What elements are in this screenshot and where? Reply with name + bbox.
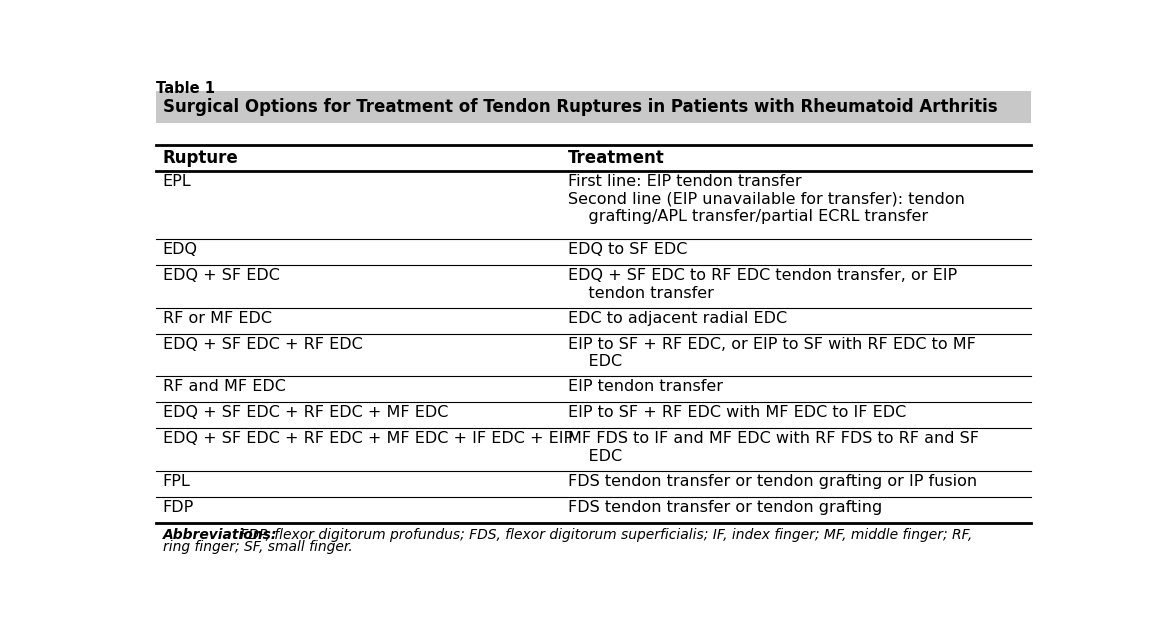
Text: EDQ + SF EDC + RF EDC: EDQ + SF EDC + RF EDC <box>162 337 362 352</box>
Text: Abbreviations:: Abbreviations: <box>162 527 277 542</box>
Text: EPL: EPL <box>162 175 191 189</box>
Text: FDS tendon transfer or tendon grafting: FDS tendon transfer or tendon grafting <box>569 500 882 515</box>
Text: First line: EIP tendon transfer
Second line (EIP unavailable for transfer): tend: First line: EIP tendon transfer Second l… <box>569 175 966 224</box>
Text: RF or MF EDC: RF or MF EDC <box>162 310 272 326</box>
Text: Rupture: Rupture <box>162 149 239 167</box>
Text: Surgical Options for Treatment of Tendon Ruptures in Patients with Rheumatoid Ar: Surgical Options for Treatment of Tendon… <box>162 99 997 117</box>
Bar <box>155 91 1032 124</box>
Text: EDQ + SF EDC: EDQ + SF EDC <box>162 269 279 283</box>
Text: EIP to SF + RF EDC with MF EDC to IF EDC: EIP to SF + RF EDC with MF EDC to IF EDC <box>569 405 907 421</box>
Text: Treatment: Treatment <box>569 149 665 167</box>
Text: FDP: FDP <box>162 500 193 515</box>
Text: EIP to SF + RF EDC, or EIP to SF with RF EDC to MF
    EDC: EIP to SF + RF EDC, or EIP to SF with RF… <box>569 337 976 369</box>
Text: RF and MF EDC: RF and MF EDC <box>162 379 286 394</box>
Text: ring finger; SF, small finger.: ring finger; SF, small finger. <box>162 540 352 554</box>
Text: MF FDS to IF and MF EDC with RF FDS to RF and SF
    EDC: MF FDS to IF and MF EDC with RF FDS to R… <box>569 431 980 464</box>
Text: EDQ + SF EDC to RF EDC tendon transfer, or EIP
    tendon transfer: EDQ + SF EDC to RF EDC tendon transfer, … <box>569 269 958 301</box>
Text: EDQ + SF EDC + RF EDC + MF EDC + IF EDC + EIP: EDQ + SF EDC + RF EDC + MF EDC + IF EDC … <box>162 431 573 446</box>
Text: EDC to adjacent radial EDC: EDC to adjacent radial EDC <box>569 310 787 326</box>
Text: FDS tendon transfer or tendon grafting or IP fusion: FDS tendon transfer or tendon grafting o… <box>569 474 977 489</box>
Text: FDP, flexor digitorum profundus; FDS, flexor digitorum superficialis; IF, index : FDP, flexor digitorum profundus; FDS, fl… <box>236 527 973 542</box>
Text: FPL: FPL <box>162 474 190 489</box>
Text: EDQ to SF EDC: EDQ to SF EDC <box>569 242 688 257</box>
Text: EDQ: EDQ <box>162 242 198 257</box>
Text: EDQ + SF EDC + RF EDC + MF EDC: EDQ + SF EDC + RF EDC + MF EDC <box>162 405 448 421</box>
Text: EIP tendon transfer: EIP tendon transfer <box>569 379 724 394</box>
Text: Table 1: Table 1 <box>155 81 214 96</box>
